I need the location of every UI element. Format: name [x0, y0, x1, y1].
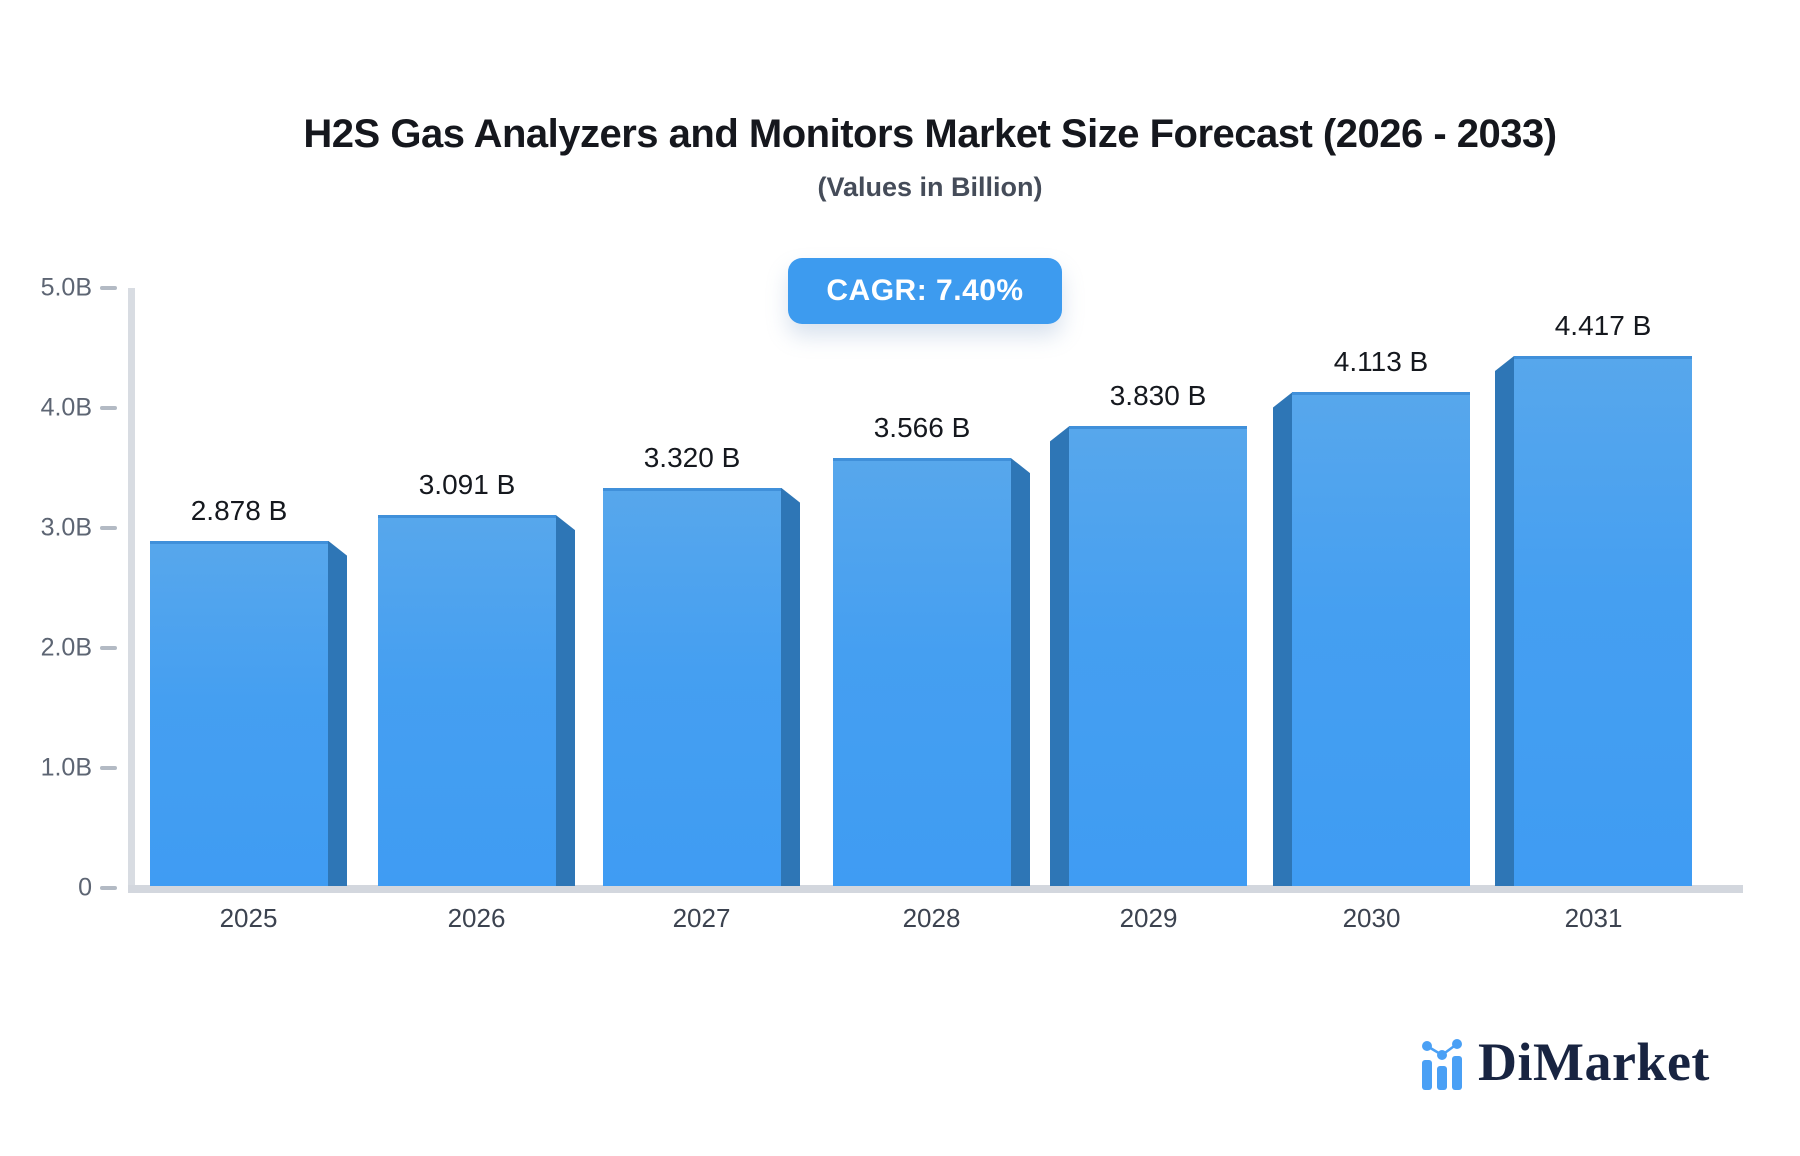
bar-2025[interactable]: [150, 540, 347, 886]
y-tick-label: 1.0B: [40, 753, 92, 782]
bar-side-panel: [1273, 392, 1292, 886]
bar-face: [1514, 355, 1692, 886]
chart-title: H2S Gas Analyzers and Monitors Market Si…: [303, 112, 1557, 156]
bar-2030[interactable]: [1273, 392, 1470, 886]
bar-value-label: 3.320 B: [643, 441, 741, 473]
x-category-label: 2029: [1119, 903, 1178, 933]
y-tick-label: 2.0B: [40, 633, 92, 662]
bar-face: [150, 540, 328, 886]
y-tick-dash: [100, 406, 117, 410]
y-tick-dash: [100, 286, 117, 290]
y-tick-dash: [100, 886, 117, 890]
bar-side-panel: [556, 515, 575, 886]
x-category-label: 2027: [672, 903, 731, 933]
y-tick-dash: [100, 646, 117, 650]
bar-2026[interactable]: [378, 515, 575, 886]
bar-face: [833, 458, 1011, 886]
bar-value-label: 2.878 B: [190, 494, 288, 526]
y-tick-label: 0: [78, 873, 92, 902]
bar-2029[interactable]: [1050, 426, 1247, 886]
bar-side-panel: [1495, 355, 1514, 886]
y-tick-dash: [100, 526, 117, 530]
chart-subtitle: (Values in Billion): [817, 172, 1043, 202]
y-tick-label: 3.0B: [40, 513, 92, 542]
bar-face: [603, 487, 781, 886]
y-tick-label: 5.0B: [40, 273, 92, 302]
x-category-label: 2025: [219, 903, 278, 933]
x-axis-baseline: [128, 885, 1743, 893]
cagr-badge: CAGR: 7.40%: [788, 258, 1062, 324]
y-tick-dash: [100, 766, 117, 770]
x-category-label: 2028: [902, 903, 961, 933]
bar-2031[interactable]: [1495, 355, 1692, 886]
brand-logo-text: DiMarket: [1478, 1032, 1710, 1092]
bar-face: [1292, 392, 1470, 886]
x-category-label: 2030: [1342, 903, 1401, 933]
bar-value-label: 4.113 B: [1333, 346, 1429, 378]
brand-logo: DiMarket: [1420, 1034, 1710, 1090]
bar-side-panel: [328, 540, 347, 886]
bar-side-panel: [1050, 426, 1069, 886]
bar-face: [1069, 426, 1247, 886]
x-category-label: 2026: [447, 903, 506, 933]
bar-value-label: 3.830 B: [1109, 380, 1207, 412]
bar-value-label: 4.417 B: [1554, 309, 1652, 341]
x-category-label: 2031: [1564, 903, 1623, 933]
mini-bar-line-chart-icon: [1422, 1039, 1462, 1090]
bar-2028[interactable]: [833, 458, 1030, 886]
bar-2027[interactable]: [603, 487, 800, 886]
bar-value-label: 3.566 B: [873, 412, 971, 444]
y-tick-label: 4.0B: [40, 393, 92, 422]
bar-side-panel: [781, 487, 800, 886]
y-axis-line: [128, 288, 135, 893]
bar-value-label: 3.091 B: [418, 469, 516, 501]
bar-side-panel: [1011, 458, 1030, 886]
bar-face: [378, 515, 556, 886]
cagr-badge-label: CAGR: 7.40%: [826, 274, 1024, 307]
